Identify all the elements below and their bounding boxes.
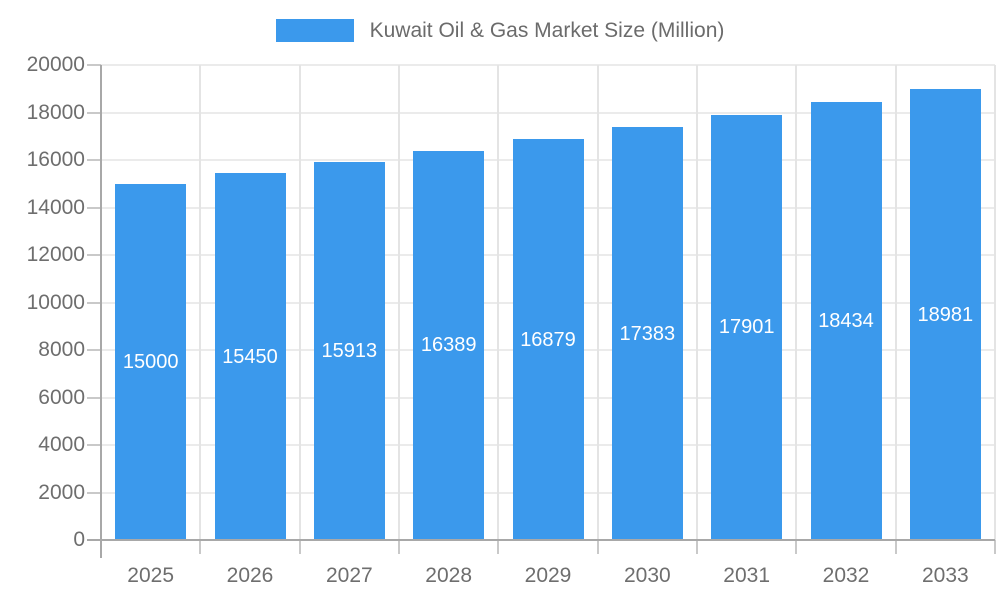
bar[interactable] bbox=[115, 183, 187, 540]
x-axis-label: 2029 bbox=[524, 564, 572, 587]
bar[interactable] bbox=[413, 150, 485, 540]
y-axis-tick bbox=[87, 301, 101, 304]
y-axis-label: 20000 bbox=[26, 53, 85, 76]
legend-item[interactable]: Kuwait Oil & Gas Market Size (Million) bbox=[0, 18, 1000, 43]
gridline-horizontal bbox=[101, 64, 995, 66]
y-axis-label: 4000 bbox=[38, 433, 85, 456]
bar-value-label: 18434 bbox=[818, 310, 874, 333]
gridline-vertical bbox=[497, 65, 500, 540]
y-axis-tick bbox=[87, 254, 101, 256]
y-axis-label: 18000 bbox=[26, 100, 85, 124]
y-axis-tick bbox=[87, 159, 101, 161]
bar[interactable] bbox=[512, 139, 584, 540]
y-axis-tick bbox=[87, 444, 101, 446]
x-axis-tick bbox=[994, 540, 996, 554]
x-axis-tick bbox=[398, 540, 400, 554]
x-axis-tick bbox=[894, 540, 897, 554]
x-axis-label: 2030 bbox=[623, 564, 671, 587]
y-axis-label: 8000 bbox=[38, 338, 85, 361]
y-axis-label: 16000 bbox=[26, 148, 85, 171]
y-axis-tick bbox=[87, 111, 101, 114]
x-axis-label: 2032 bbox=[822, 564, 870, 587]
x-axis-tick bbox=[298, 540, 301, 554]
x-axis-label: 2025 bbox=[127, 564, 175, 587]
gridline-vertical bbox=[994, 65, 996, 540]
x-axis-label: 2031 bbox=[723, 564, 771, 587]
bar-value-label: 15913 bbox=[321, 340, 378, 363]
bar-value-label: 17383 bbox=[619, 322, 676, 345]
bar-value-label: 16389 bbox=[420, 334, 477, 357]
bar[interactable] bbox=[313, 162, 385, 540]
gridline-vertical bbox=[398, 65, 400, 540]
y-axis-label: 6000 bbox=[38, 385, 85, 409]
gridline-vertical bbox=[795, 65, 798, 540]
y-axis-tick bbox=[87, 491, 101, 494]
x-axis-label: 2026 bbox=[226, 564, 274, 587]
x-axis-tick bbox=[199, 540, 202, 554]
bar-value-label: 16879 bbox=[520, 328, 576, 351]
legend-swatch bbox=[275, 19, 354, 42]
bar[interactable] bbox=[214, 173, 286, 540]
x-axis-label: 2027 bbox=[325, 564, 373, 587]
bar[interactable] bbox=[909, 89, 981, 540]
x-axis-tick bbox=[696, 540, 698, 554]
x-axis-tick bbox=[497, 540, 500, 554]
y-axis-tick bbox=[87, 206, 101, 209]
x-axis-label: 2028 bbox=[425, 564, 473, 587]
gridline-vertical bbox=[298, 65, 301, 540]
bar[interactable] bbox=[611, 127, 683, 540]
y-axis-tick bbox=[87, 349, 101, 351]
y-axis-tick bbox=[87, 64, 101, 66]
x-axis-tick bbox=[795, 540, 798, 554]
y-axis-label: 14000 bbox=[26, 195, 85, 219]
legend-label: Kuwait Oil & Gas Market Size (Million) bbox=[369, 19, 725, 42]
x-axis-line bbox=[87, 539, 995, 541]
bar-value-label: 15450 bbox=[222, 345, 278, 368]
y-axis-label: 0 bbox=[73, 528, 85, 551]
bar-value-label: 17901 bbox=[718, 316, 775, 339]
gridline-vertical bbox=[596, 65, 599, 540]
gridline-vertical bbox=[696, 65, 698, 540]
y-axis-label: 2000 bbox=[38, 480, 85, 504]
x-axis-label: 2033 bbox=[921, 564, 969, 587]
y-axis-tick bbox=[87, 396, 101, 399]
bar-value-label: 18981 bbox=[917, 303, 974, 326]
gridline-horizontal bbox=[101, 111, 995, 114]
x-axis-tick bbox=[596, 540, 599, 554]
y-axis-line bbox=[100, 65, 102, 558]
bar[interactable] bbox=[711, 114, 783, 540]
gridline-vertical bbox=[894, 65, 897, 540]
bar-value-label: 15000 bbox=[122, 350, 179, 373]
bar[interactable] bbox=[810, 102, 882, 540]
y-axis-label: 10000 bbox=[26, 290, 85, 314]
gridline-vertical bbox=[199, 65, 202, 540]
y-axis-label: 12000 bbox=[26, 243, 85, 266]
